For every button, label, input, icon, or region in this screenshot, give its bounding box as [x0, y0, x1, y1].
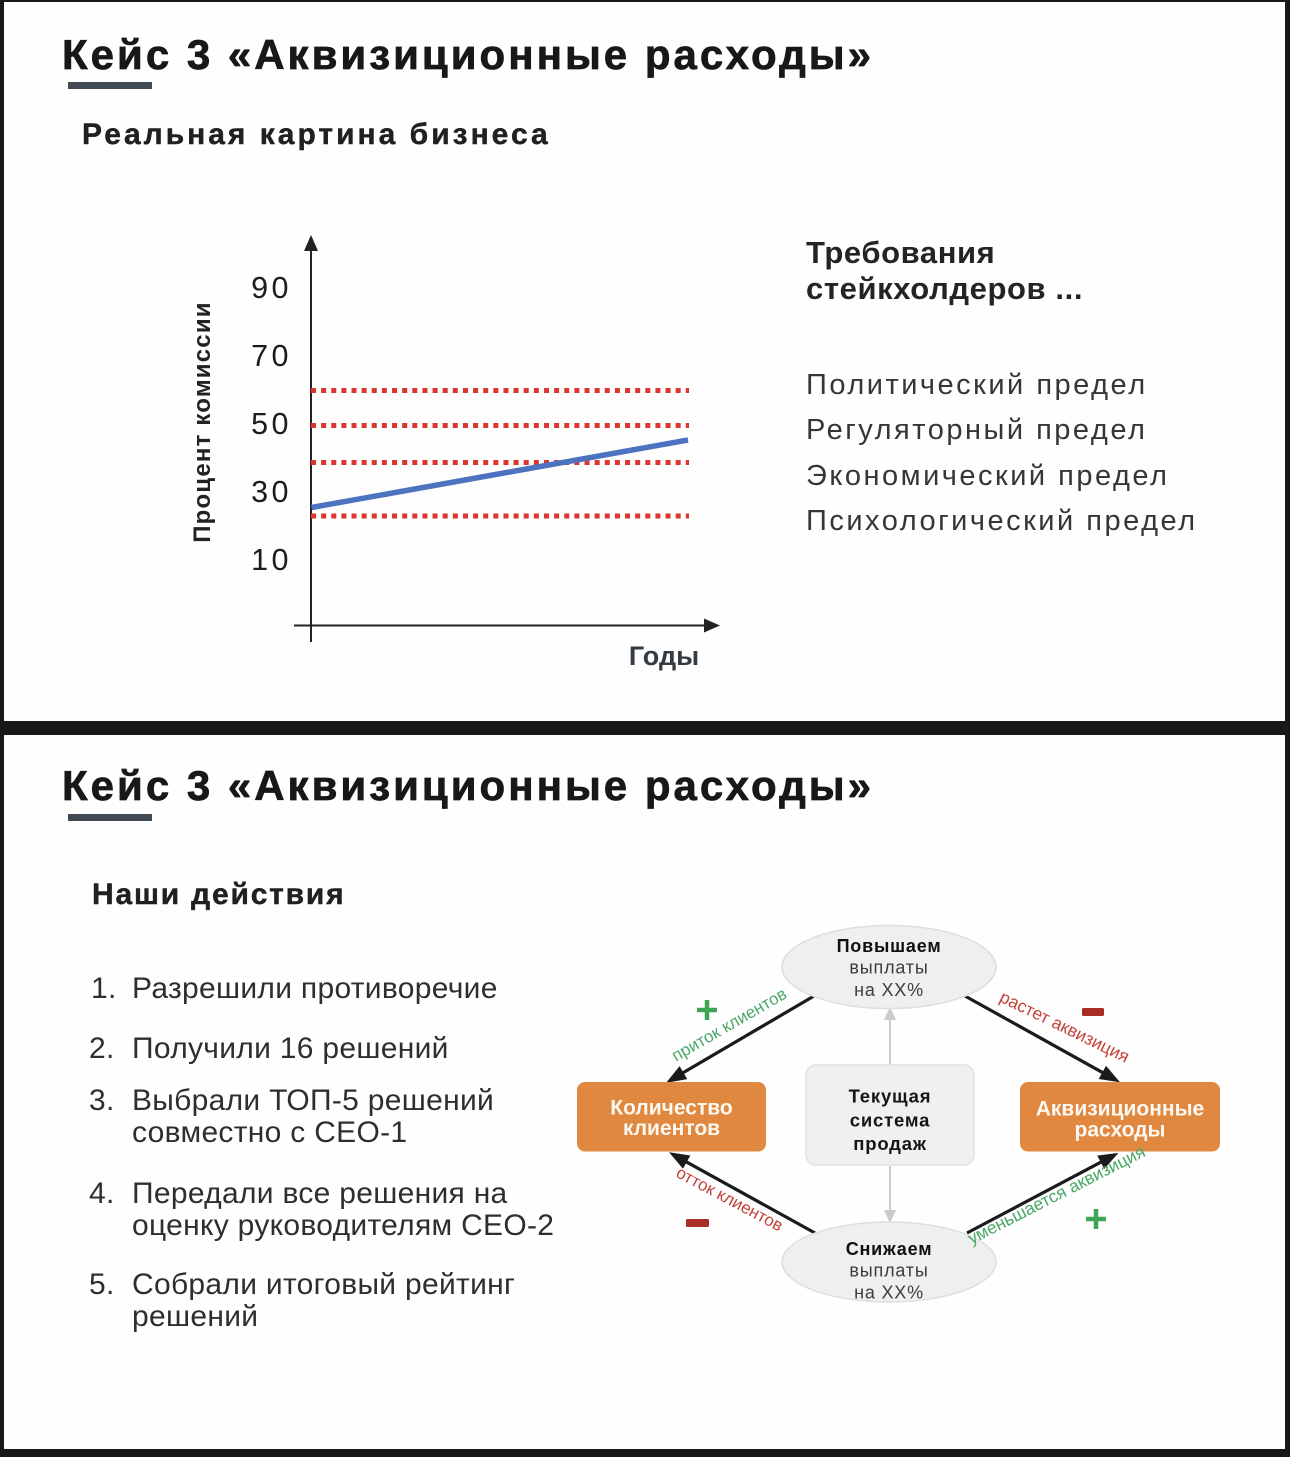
svg-text:выплаты: выплаты — [849, 958, 928, 978]
svg-text:на XX%: на XX% — [854, 980, 924, 1000]
svg-text:приток клиентов: приток клиентов — [668, 984, 790, 1065]
svg-text:Аквизиционные: Аквизиционные — [1036, 1097, 1204, 1120]
svg-text:30: 30 — [251, 475, 292, 509]
svg-text:70: 70 — [251, 339, 292, 373]
svg-text:10: 10 — [251, 543, 292, 577]
svg-text:выплаты: выплаты — [849, 1261, 928, 1281]
svg-text:система: система — [850, 1110, 930, 1131]
svg-text:продаж: продаж — [853, 1133, 927, 1154]
svg-text:на XX%: на XX% — [854, 1283, 924, 1303]
svg-text:клиентов: клиентов — [623, 1117, 720, 1140]
svg-text:Количество: Количество — [610, 1096, 732, 1119]
svg-text:50: 50 — [251, 407, 292, 441]
svg-text:Текущая: Текущая — [849, 1086, 932, 1107]
svg-text:Снижаем: Снижаем — [846, 1239, 933, 1259]
svg-text:расходы: расходы — [1075, 1118, 1166, 1141]
svg-text:Процент комиссии: Процент комиссии — [189, 301, 216, 543]
svg-text:уменьшается аквизиция: уменьшается аквизиция — [964, 1141, 1148, 1248]
svg-text:Повышаем: Повышаем — [837, 936, 942, 956]
svg-text:90: 90 — [251, 271, 292, 305]
svg-text:Годы: Годы — [629, 641, 699, 671]
